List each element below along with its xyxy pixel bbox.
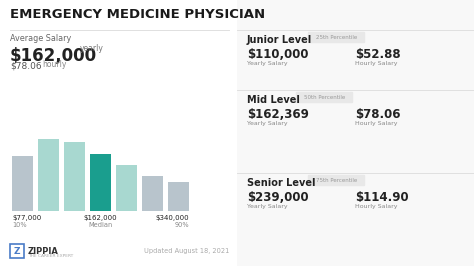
Bar: [12, 156, 33, 211]
Text: $162,000: $162,000: [84, 215, 117, 221]
Text: hourly: hourly: [42, 60, 66, 69]
Text: Median: Median: [88, 222, 113, 228]
Text: 10%: 10%: [12, 222, 27, 228]
Text: 90%: 90%: [174, 222, 189, 228]
Text: Yearly Salary: Yearly Salary: [247, 61, 288, 66]
Text: ZIPPIA: ZIPPIA: [28, 247, 59, 256]
FancyBboxPatch shape: [308, 175, 365, 186]
Text: $162,369: $162,369: [247, 108, 309, 121]
Bar: [142, 176, 163, 211]
Text: Junior Level: Junior Level: [247, 35, 312, 45]
Text: $110,000: $110,000: [247, 48, 309, 61]
Text: $78.06: $78.06: [10, 61, 42, 70]
Bar: [64, 142, 85, 211]
Text: Hourly Salary: Hourly Salary: [355, 204, 398, 209]
Text: Yearly Salary: Yearly Salary: [247, 121, 288, 126]
Text: 75th Percentile: 75th Percentile: [316, 178, 357, 183]
Text: 25th Percentile: 25th Percentile: [316, 35, 357, 40]
Text: Updated August 18, 2021: Updated August 18, 2021: [144, 248, 229, 254]
Text: $52.88: $52.88: [355, 48, 401, 61]
Text: Mid Level: Mid Level: [247, 95, 300, 105]
Text: Yearly Salary: Yearly Salary: [247, 204, 288, 209]
Text: yearly: yearly: [80, 44, 104, 53]
Bar: [90, 154, 111, 211]
Bar: [38, 139, 59, 211]
Text: Senior Level: Senior Level: [247, 178, 316, 188]
Bar: [116, 165, 137, 211]
Text: $77,000: $77,000: [12, 215, 41, 221]
Text: THE CAREER EXPERT: THE CAREER EXPERT: [28, 254, 73, 258]
Bar: [237, 0, 474, 266]
Text: Hourly Salary: Hourly Salary: [355, 61, 398, 66]
FancyBboxPatch shape: [308, 32, 365, 43]
Text: $114.90: $114.90: [355, 191, 409, 204]
Text: EMERGENCY MEDICINE PHYSICIAN: EMERGENCY MEDICINE PHYSICIAN: [10, 8, 265, 21]
Text: 50th Percentile: 50th Percentile: [304, 95, 345, 100]
FancyBboxPatch shape: [296, 92, 353, 103]
Text: $340,000: $340,000: [155, 215, 189, 221]
Text: Z: Z: [14, 247, 20, 256]
Bar: [168, 182, 189, 211]
Text: $239,000: $239,000: [247, 191, 309, 204]
Text: $78.06: $78.06: [355, 108, 401, 121]
Text: $162,000: $162,000: [10, 47, 97, 65]
Text: Average Salary: Average Salary: [10, 34, 71, 43]
Bar: [10, 244, 24, 258]
Text: Hourly Salary: Hourly Salary: [355, 121, 398, 126]
